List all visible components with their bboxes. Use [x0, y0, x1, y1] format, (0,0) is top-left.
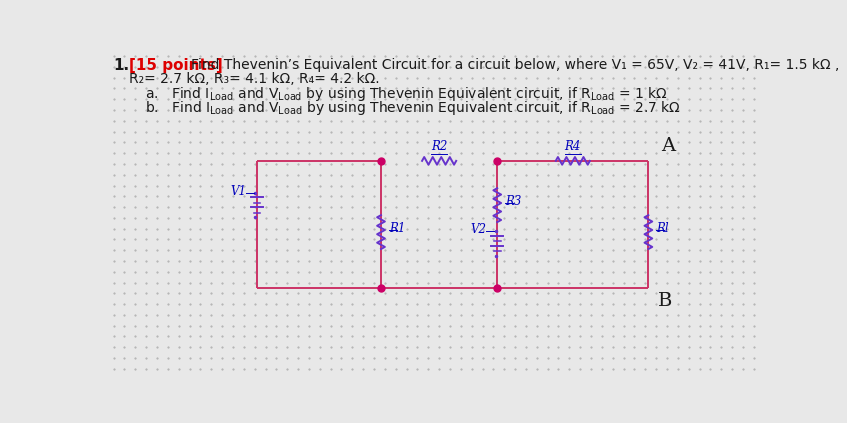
Text: V2: V2	[470, 223, 486, 236]
Text: A: A	[661, 137, 675, 155]
Text: R4: R4	[565, 140, 581, 153]
Text: R3: R3	[505, 195, 522, 208]
Text: Rl: Rl	[656, 222, 669, 235]
Text: B: B	[657, 292, 672, 310]
Text: b.   Find I$_{\rm Load}$ and V$_{\rm Load}$ by using Thevenin Equivalent circuit: b. Find I$_{\rm Load}$ and V$_{\rm Load}…	[145, 99, 680, 116]
Text: 1.: 1.	[113, 58, 130, 74]
Text: Find Thevenin’s Equivalent Circuit for a circuit below, where V₁ = 65V, V₂ = 41V: Find Thevenin’s Equivalent Circuit for a…	[191, 58, 839, 72]
Text: V1: V1	[230, 185, 246, 198]
Text: R2: R2	[431, 140, 447, 153]
Text: R₂= 2.7 kΩ, R₃= 4.1 kΩ, R₄= 4.2 kΩ.: R₂= 2.7 kΩ, R₃= 4.1 kΩ, R₄= 4.2 kΩ.	[129, 71, 379, 85]
Text: a.   Find I$_{\rm Load}$ and V$_{\rm Load}$ by using Thevenin Equivalent circuit: a. Find I$_{\rm Load}$ and V$_{\rm Load}…	[145, 85, 667, 103]
Text: [15 points]: [15 points]	[129, 58, 223, 74]
Text: R1: R1	[389, 222, 405, 235]
